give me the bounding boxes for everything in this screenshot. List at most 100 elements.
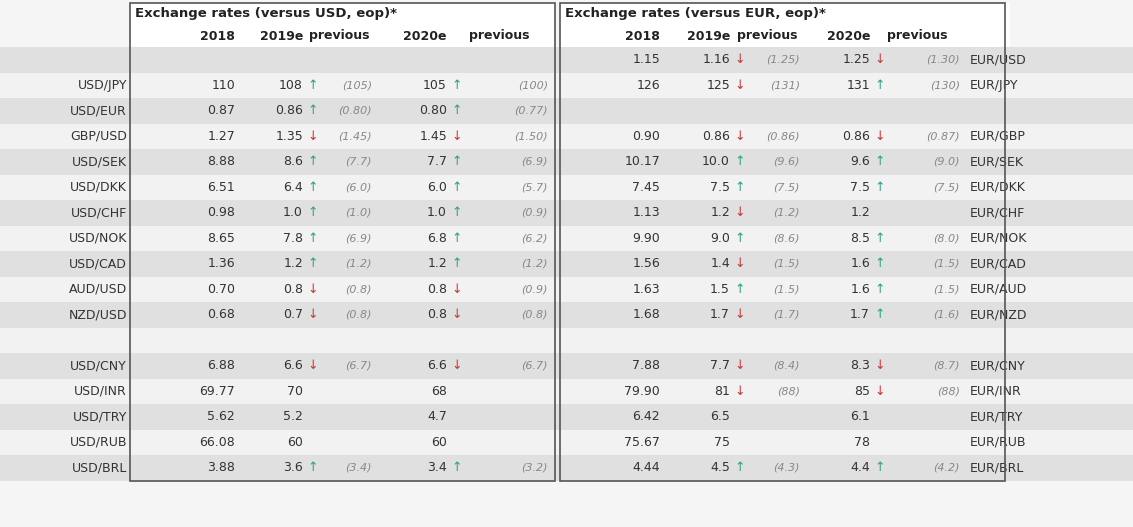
- Text: EUR/NOK: EUR/NOK: [970, 232, 1028, 245]
- Bar: [130, 3, 555, 481]
- Text: ↑: ↑: [734, 181, 744, 194]
- Text: ↑: ↑: [451, 104, 461, 117]
- Text: (1.45): (1.45): [339, 131, 372, 141]
- Text: EUR/SEK: EUR/SEK: [970, 155, 1024, 168]
- Text: 0.86: 0.86: [842, 130, 870, 143]
- Text: USD/CHF: USD/CHF: [70, 206, 127, 219]
- Text: (88): (88): [937, 386, 960, 396]
- Text: 0.90: 0.90: [632, 130, 661, 143]
- Bar: [560, 277, 1133, 302]
- Text: (105): (105): [342, 80, 372, 90]
- Text: 110: 110: [211, 79, 235, 92]
- Text: 7.88: 7.88: [632, 359, 661, 372]
- Text: EUR/JPY: EUR/JPY: [970, 79, 1019, 92]
- Text: 8.6: 8.6: [283, 155, 303, 168]
- Text: 0.87: 0.87: [207, 104, 235, 117]
- Text: EUR/DKK: EUR/DKK: [970, 181, 1025, 194]
- Text: ↑: ↑: [874, 155, 885, 168]
- Text: ↓: ↓: [307, 283, 317, 296]
- Text: 79.90: 79.90: [624, 385, 661, 398]
- Text: 5.62: 5.62: [207, 410, 235, 423]
- Text: 1.0: 1.0: [283, 206, 303, 219]
- Text: (9.0): (9.0): [934, 157, 960, 167]
- Bar: [130, 3, 555, 25]
- Text: previous: previous: [469, 30, 530, 43]
- Text: (0.8): (0.8): [346, 310, 372, 320]
- Text: 0.70: 0.70: [207, 283, 235, 296]
- Bar: [560, 123, 1133, 149]
- Text: (0.86): (0.86): [766, 131, 800, 141]
- Text: previous: previous: [887, 30, 947, 43]
- Text: Exchange rates (versus USD, eop)*: Exchange rates (versus USD, eop)*: [135, 7, 397, 21]
- Text: 1.35: 1.35: [275, 130, 303, 143]
- Text: (8.4): (8.4): [774, 361, 800, 371]
- Text: ↑: ↑: [874, 308, 885, 321]
- Text: ↑: ↑: [307, 461, 317, 474]
- Text: 1.7: 1.7: [850, 308, 870, 321]
- Text: 1.2: 1.2: [710, 206, 730, 219]
- Text: USD/INR: USD/INR: [75, 385, 127, 398]
- Text: 4.7: 4.7: [427, 410, 448, 423]
- Text: 7.5: 7.5: [850, 181, 870, 194]
- Text: 0.8: 0.8: [427, 308, 448, 321]
- Text: (7.5): (7.5): [774, 182, 800, 192]
- Text: EUR/RUB: EUR/RUB: [970, 436, 1026, 449]
- Bar: [0, 404, 560, 430]
- Text: 5.2: 5.2: [283, 410, 303, 423]
- Text: ↑: ↑: [451, 232, 461, 245]
- Text: EUR/INR: EUR/INR: [970, 385, 1022, 398]
- Text: ↓: ↓: [734, 308, 744, 321]
- Text: ↑: ↑: [307, 232, 317, 245]
- Text: (7.7): (7.7): [346, 157, 372, 167]
- Text: 3.88: 3.88: [207, 461, 235, 474]
- Text: ↓: ↓: [734, 385, 744, 398]
- Text: 1.0: 1.0: [427, 206, 448, 219]
- Bar: [0, 302, 560, 327]
- Text: ↑: ↑: [734, 461, 744, 474]
- Text: ↓: ↓: [734, 359, 744, 372]
- Text: 0.98: 0.98: [207, 206, 235, 219]
- Bar: [560, 378, 1133, 404]
- Text: 7.7: 7.7: [710, 359, 730, 372]
- Text: 6.51: 6.51: [207, 181, 235, 194]
- Text: ↑: ↑: [307, 206, 317, 219]
- Text: 3.4: 3.4: [427, 461, 448, 474]
- Text: 2019e: 2019e: [259, 30, 303, 43]
- Text: (1.2): (1.2): [521, 259, 548, 269]
- Text: ↑: ↑: [451, 155, 461, 168]
- Text: EUR/NZD: EUR/NZD: [970, 308, 1028, 321]
- Text: (1.5): (1.5): [774, 284, 800, 294]
- Text: (1.7): (1.7): [774, 310, 800, 320]
- Text: 105: 105: [423, 79, 448, 92]
- Text: 6.8: 6.8: [427, 232, 448, 245]
- Text: 1.4: 1.4: [710, 257, 730, 270]
- Text: 2018: 2018: [625, 30, 661, 43]
- Text: 4.44: 4.44: [632, 461, 661, 474]
- Text: 125: 125: [706, 79, 730, 92]
- Text: 1.27: 1.27: [207, 130, 235, 143]
- Bar: [560, 302, 1133, 327]
- Text: 3.6: 3.6: [283, 461, 303, 474]
- Text: (0.9): (0.9): [521, 284, 548, 294]
- Text: ↑: ↑: [734, 283, 744, 296]
- Text: 1.25: 1.25: [842, 53, 870, 66]
- Text: 0.86: 0.86: [702, 130, 730, 143]
- Bar: [560, 404, 1133, 430]
- Bar: [560, 430, 1133, 455]
- Text: (1.0): (1.0): [346, 208, 372, 218]
- Text: (1.50): (1.50): [514, 131, 548, 141]
- Text: (1.6): (1.6): [934, 310, 960, 320]
- Bar: [560, 251, 1133, 277]
- Text: 8.65: 8.65: [207, 232, 235, 245]
- Bar: [0, 73, 560, 98]
- Text: ↑: ↑: [451, 461, 461, 474]
- Text: 60: 60: [287, 436, 303, 449]
- Text: 1.2: 1.2: [850, 206, 870, 219]
- Bar: [560, 98, 1133, 123]
- Bar: [0, 251, 560, 277]
- Bar: [0, 149, 560, 174]
- Text: previous: previous: [736, 30, 798, 43]
- Text: 1.45: 1.45: [419, 130, 448, 143]
- Text: (1.2): (1.2): [346, 259, 372, 269]
- Text: ↑: ↑: [874, 232, 885, 245]
